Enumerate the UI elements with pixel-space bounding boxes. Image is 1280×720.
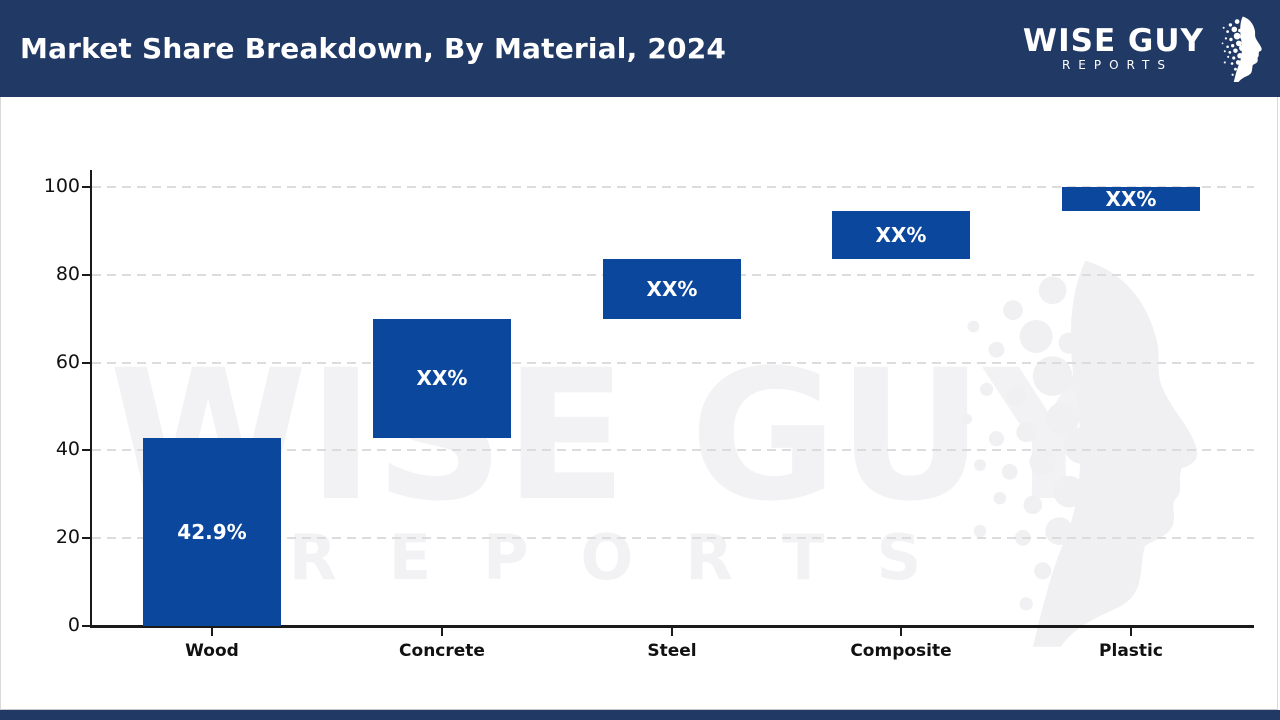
bar-value-label: XX% [416,366,468,391]
x-tick-mark-wood [211,628,213,636]
y-tick-mark-100 [82,186,90,188]
brand-name: WISE GUY [1022,23,1204,60]
bar-value-label: XX% [646,276,698,301]
x-category-label-steel: Steel [647,641,697,661]
x-tick-mark-plastic [1130,628,1132,636]
x-category-label-composite: Composite [850,641,952,661]
x-tick-mark-composite [900,628,902,636]
x-category-label-concrete: Concrete [399,641,485,661]
y-tick-label-0: 0 [67,614,80,636]
x-category-label-plastic: Plastic [1099,641,1163,661]
y-tick-mark-60 [82,361,90,364]
watermark-face-icon [961,260,1198,647]
brand-subname: REPORTS [1061,57,1173,72]
x-category-label-wood: Wood [185,641,239,661]
y-tick-label-60: 60 [55,350,80,373]
y-tick-label-100: 100 [43,175,80,197]
footer-band [0,710,1280,720]
bar-value-label: 42.9% [177,519,247,544]
y-tick-label-20: 20 [55,526,80,549]
bar-value-label: XX% [1105,186,1157,211]
y-tick-mark-0 [82,625,90,627]
face-profile-icon [1221,16,1262,82]
gridline-60 [92,361,1254,364]
bar-value-label: XX% [875,222,927,247]
bar-composite: XX% [832,210,970,259]
y-tick-label-40: 40 [55,438,80,461]
bar-wood: 42.9% [143,437,281,626]
gridline-20 [92,537,1254,540]
gridline-100 [92,186,1254,188]
y-tick-mark-80 [82,273,90,276]
watermark-subtext: REPORTS [289,521,974,594]
plot-area: WISE GUY REPORTS 0 20 40 60 80 100 42.9% Wood XX… [0,97,1278,710]
page-title: Market Share Breakdown, By Material, 202… [20,32,727,65]
y-tick-label-80: 80 [55,262,80,285]
bar-concrete: XX% [373,319,511,438]
y-axis [90,170,92,627]
gridline-40 [92,449,1254,452]
x-axis [90,625,1254,628]
brand-logo: WISE GUY REPORTS [1023,0,1264,97]
y-tick-mark-20 [82,537,90,540]
bar-steel: XX% [603,258,741,320]
x-tick-mark-concrete [441,628,443,636]
bar-plastic: XX% [1062,187,1200,211]
brand-logo-text: WISE GUY REPORTS [1023,25,1204,72]
header-band: Market Share Breakdown, By Material, 202… [0,0,1280,97]
y-tick-mark-40 [82,449,90,452]
x-tick-mark-steel [671,628,673,636]
